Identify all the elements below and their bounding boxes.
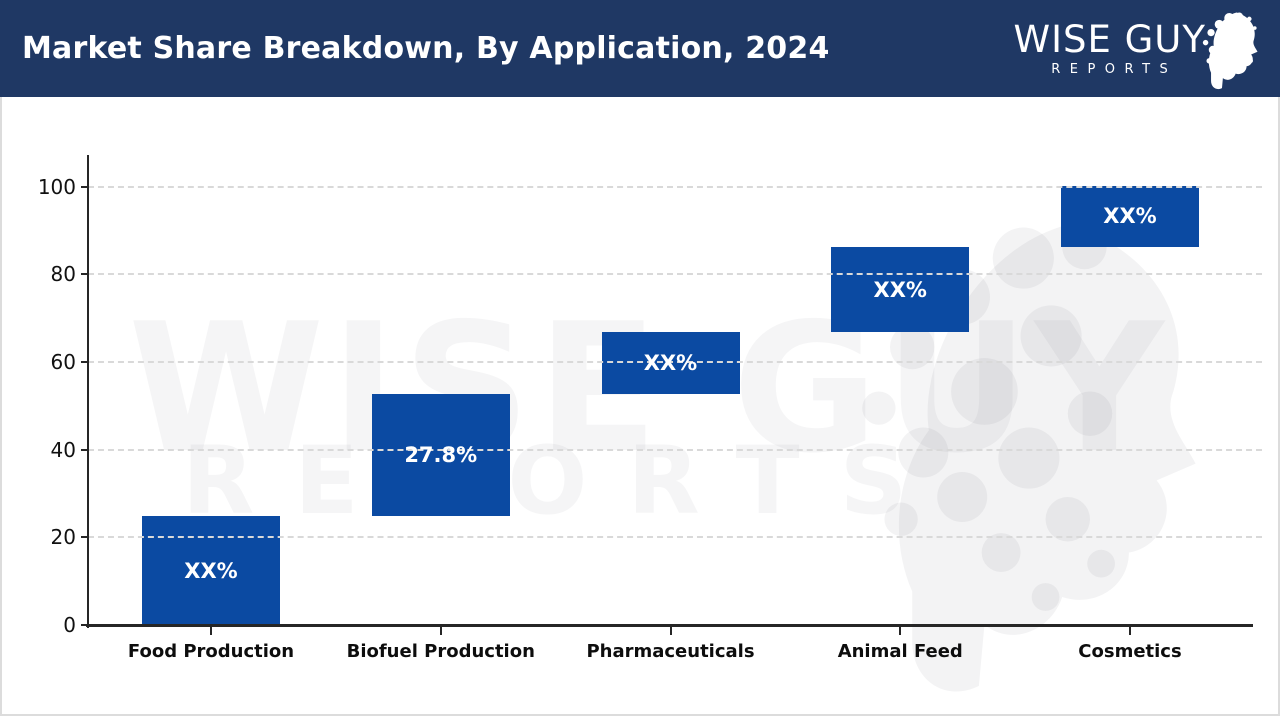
x-axis-category-label: Biofuel Production xyxy=(346,641,535,662)
x-tick-mark xyxy=(1129,627,1131,635)
watermark-subtitle: REPORTS xyxy=(182,427,947,536)
x-axis-category-label: Food Production xyxy=(127,641,295,662)
plot: 0 20 40 60 80 100 XX% Food Production 27.8% Biofu… xyxy=(37,155,1262,662)
x-axis-category-label: Animal Feed xyxy=(837,641,963,662)
x-tick-mark xyxy=(439,627,442,635)
y-tick-mark xyxy=(81,360,88,363)
bar-value-label: XX% xyxy=(1103,204,1157,229)
bar xyxy=(601,332,740,395)
y-axis-line xyxy=(87,155,89,628)
y-tick-label: 0 xyxy=(63,613,76,637)
y-tick-mark xyxy=(81,273,88,276)
gridline xyxy=(88,448,1262,451)
bar-value-label: XX% xyxy=(184,558,238,583)
wiseguy-logo: WISE GUY REPORTS xyxy=(1014,0,1264,97)
y-tick-mark xyxy=(81,536,88,539)
x-tick-mark xyxy=(210,627,212,635)
logo-subtitle: REPORTS xyxy=(1051,62,1178,77)
bar-value-label: XX% xyxy=(873,277,927,302)
watermark-face-icon xyxy=(862,224,1196,692)
x-axis-category-label: Pharmaceuticals xyxy=(586,641,755,662)
x-tick-mark xyxy=(899,627,902,635)
wiseguy-face-icon xyxy=(1202,12,1258,89)
y-tick-mark xyxy=(81,185,88,188)
y-tick-label: 100 xyxy=(37,174,76,199)
bar-value-label: 27.8% xyxy=(404,443,478,468)
bar xyxy=(371,394,510,517)
chart-title: Market Share Breakdown, By Application, … xyxy=(22,31,830,66)
y-tick-label: 80 xyxy=(50,262,76,287)
gridline xyxy=(88,536,1262,539)
y-tick-label: 40 xyxy=(50,437,76,462)
wiseguy-logo-text: WISE GUY REPORTS xyxy=(1014,21,1206,76)
y-tick-label: 20 xyxy=(50,525,76,550)
y-tick-mark xyxy=(81,624,88,626)
y-tick-label: 60 xyxy=(50,349,76,374)
logo-wordmark: WISE GUY xyxy=(1013,18,1206,61)
bar xyxy=(142,516,280,625)
header-bar: Market Share Breakdown, By Application, … xyxy=(0,0,1280,97)
gridline xyxy=(88,185,1262,188)
bar-value-label: XX% xyxy=(643,351,698,376)
x-tick-mark xyxy=(669,627,672,635)
x-axis-category-label: Cosmetics xyxy=(1078,641,1182,662)
bar xyxy=(831,247,970,333)
x-axis-line xyxy=(86,624,1253,627)
y-tick-mark xyxy=(81,448,88,451)
gridline xyxy=(88,273,1262,276)
gridline xyxy=(88,360,1262,363)
bar xyxy=(1061,185,1199,247)
